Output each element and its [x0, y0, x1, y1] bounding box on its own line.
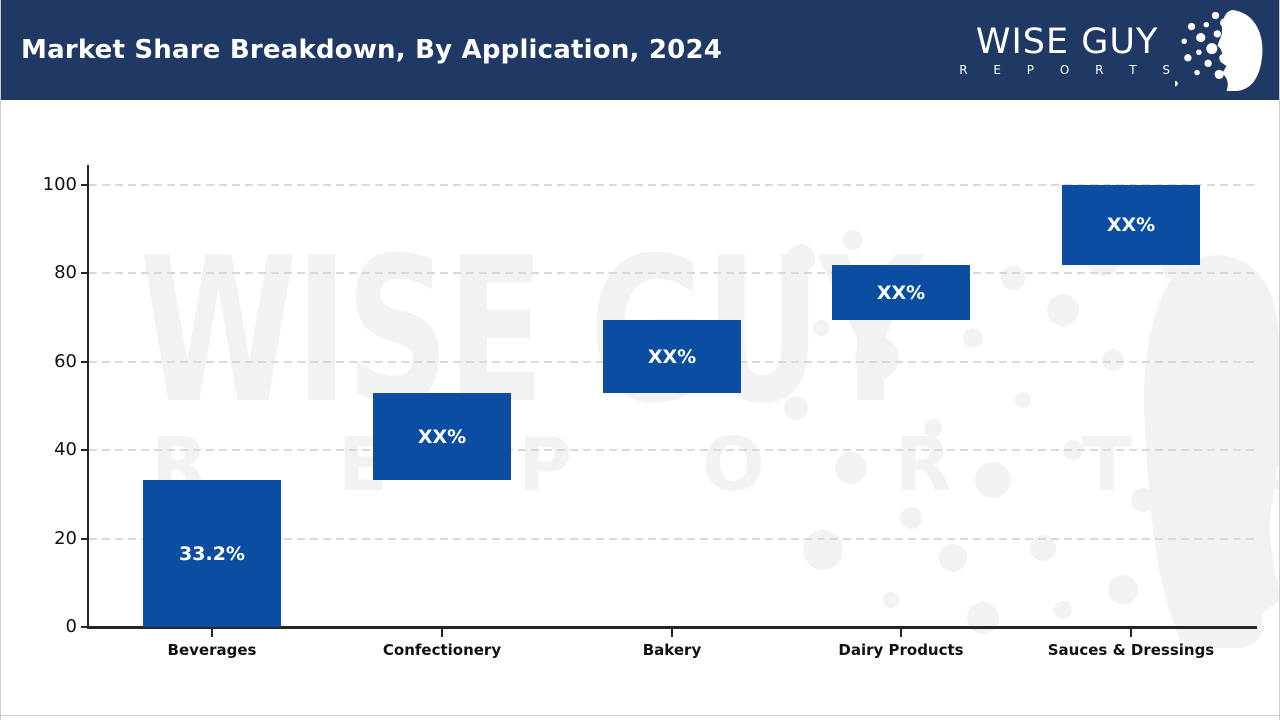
x-tick-label-3: Dairy Products [838, 641, 964, 659]
y-tick-mark-80 [81, 272, 89, 274]
bar-value-label: XX% [647, 345, 697, 368]
x-tick-label-1: Confectionery [382, 641, 502, 659]
gridline-80 [89, 272, 1257, 274]
bar-sauces-dressings: XX% [1062, 185, 1200, 265]
brand-name: WISE GUY [975, 21, 1159, 62]
bar-value-label: XX% [417, 425, 467, 448]
bar-value-label: XX% [1106, 214, 1156, 236]
page-title: Market Share Breakdown, By Application, … [21, 35, 723, 65]
x-tick-label-4: Sauces & Dressings [1047, 641, 1215, 659]
x-tick-mark-2 [671, 629, 673, 637]
header-bar: Market Share Breakdown, By Application, … [1, 0, 1279, 100]
y-tick-mark-0 [81, 626, 89, 628]
brand-face-icon [1175, 9, 1263, 91]
y-tick-label-20: 20 [54, 528, 77, 549]
y-tick-label-60: 60 [54, 351, 77, 372]
gridline-100 [89, 184, 1257, 186]
y-tick-label-80: 80 [54, 262, 77, 283]
bar-dairy-products: XX% [832, 265, 970, 320]
bar-confectionery: XX% [373, 393, 511, 480]
y-tick-mark-100 [81, 184, 89, 186]
y-tick-mark-20 [81, 538, 89, 540]
x-tick-mark-0 [211, 629, 213, 637]
bottom-divider [1, 715, 1279, 716]
brand-logo: WISE GUY R E P O R T S [953, 6, 1267, 94]
bar-value-label: 33.2% [179, 542, 245, 565]
brand-logo-text: WISE GUY R E P O R T S [953, 21, 1181, 77]
x-tick-mark-4 [1130, 629, 1132, 637]
y-tick-mark-60 [81, 361, 89, 363]
y-tick-label-40: 40 [54, 439, 77, 460]
gridline-20 [89, 538, 1257, 540]
gridline-40 [89, 449, 1257, 451]
bar-bakery: XX% [603, 320, 741, 393]
brand-subname: R E P O R T S [959, 62, 1181, 77]
watermark-reports-text: R E P O R T S [151, 422, 1280, 508]
x-axis [87, 626, 1257, 629]
bar-value-label: XX% [876, 281, 926, 304]
x-tick-mark-1 [441, 629, 443, 637]
y-axis [87, 165, 89, 629]
x-tick-mark-3 [900, 629, 902, 637]
x-tick-label-0: Beverages [167, 641, 257, 659]
y-tick-mark-40 [81, 449, 89, 451]
bar-beverages: 33.2% [143, 480, 281, 627]
y-tick-label-0: 0 [65, 616, 77, 637]
x-tick-label-2: Bakery [642, 641, 702, 659]
y-tick-label-100: 100 [42, 174, 77, 195]
